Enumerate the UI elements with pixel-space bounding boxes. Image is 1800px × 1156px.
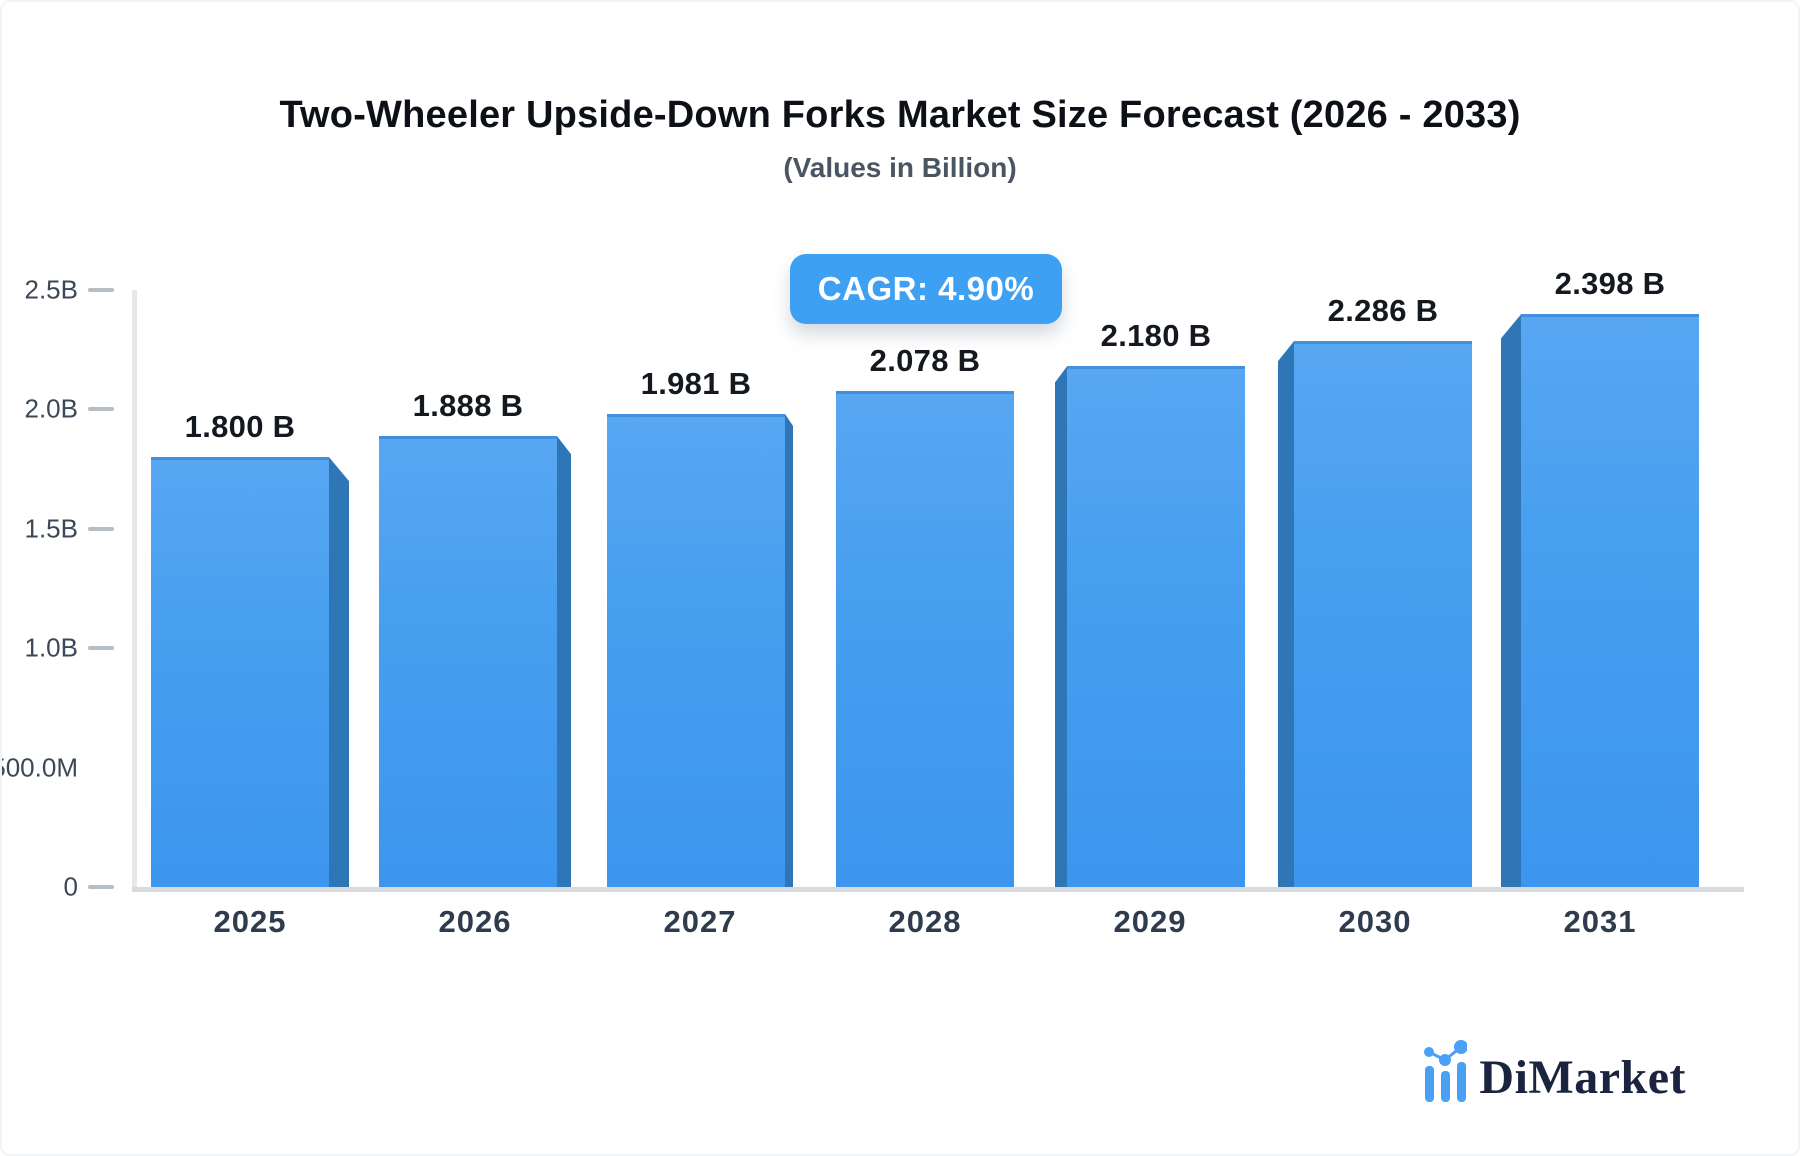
- bar-side-3d: [1055, 366, 1067, 887]
- bar-side-3d: [785, 413, 793, 887]
- bar-value-label: 2.078 B: [869, 342, 981, 378]
- y-axis-tick-mark: [88, 885, 114, 889]
- y-axis-line: [132, 290, 137, 887]
- bar-face: [1294, 341, 1472, 887]
- y-axis-tick-label: 2.5B: [24, 274, 79, 305]
- bar-side-3d: [557, 436, 571, 887]
- bar-2028: [836, 390, 1014, 887]
- bar-value-label: 2.180 B: [1100, 318, 1212, 354]
- x-axis-label: 2027: [663, 904, 737, 939]
- bar-face: [607, 413, 785, 887]
- bar-2030: [1278, 341, 1472, 887]
- bar-2025: [151, 457, 349, 887]
- y-axis-tick-label: 1.0B: [24, 632, 79, 663]
- dimarket-logo-text: DiMarket: [1479, 1051, 1686, 1104]
- dimarket-logo-icon: [1424, 1040, 1468, 1102]
- x-axis-baseline: [132, 887, 1744, 892]
- bar-face: [151, 457, 329, 887]
- chart-subtitle: (Values in Billion): [783, 152, 1017, 183]
- cagr-badge: CAGR: 4.90%: [790, 254, 1062, 324]
- bar-side-3d: [1278, 341, 1294, 887]
- y-axis-tick-mark: [88, 288, 114, 292]
- x-axis-label: 2025: [213, 904, 287, 939]
- x-axis-label: 2026: [438, 904, 512, 939]
- y-axis-tick-label: 0: [63, 871, 78, 902]
- bar-2026: [379, 436, 571, 887]
- bar-2029: [1055, 366, 1245, 887]
- bar-face: [1067, 366, 1245, 887]
- plot-area: 0 500.0M 1.0B 1.5B 2.0B 2.5B 1.800 B 2025 1.888 …: [2, 266, 1744, 939]
- x-axis-label: 2028: [888, 904, 962, 939]
- bar-value-label: 2.286 B: [1327, 293, 1439, 329]
- bar-side-3d: [1501, 314, 1521, 887]
- bar-2031: [1501, 314, 1699, 887]
- bar-face: [1521, 314, 1699, 887]
- y-axis-tick-mark: [88, 646, 114, 651]
- bar-value-label: 1.888 B: [412, 388, 524, 424]
- bar-value-label: 1.800 B: [184, 409, 296, 445]
- cagr-badge-label: CAGR: 4.90%: [817, 270, 1035, 307]
- bar-side-3d: [329, 457, 349, 887]
- y-axis-tick-mark: [88, 407, 114, 412]
- bar-value-label: 1.981 B: [640, 365, 752, 401]
- y-axis-tick-label: 500.0M: [2, 752, 78, 783]
- y-axis-tick-mark: [88, 526, 114, 531]
- x-axis-label: 2029: [1113, 904, 1187, 939]
- bar-face: [379, 436, 557, 887]
- chart-title: Two-Wheeler Upside-Down Forks Market Siz…: [279, 94, 1521, 136]
- x-axis-label: 2030: [1338, 904, 1412, 939]
- bar-value-label: 2.398 B: [1554, 266, 1666, 302]
- y-axis-tick-label: 1.5B: [24, 513, 79, 544]
- bar-face: [836, 390, 1014, 887]
- x-axis-label: 2031: [1563, 904, 1637, 939]
- dimarket-logo: DiMarket: [1421, 1038, 1686, 1102]
- bar-2027: [607, 413, 793, 887]
- y-axis-tick-label: 2.0B: [24, 393, 79, 424]
